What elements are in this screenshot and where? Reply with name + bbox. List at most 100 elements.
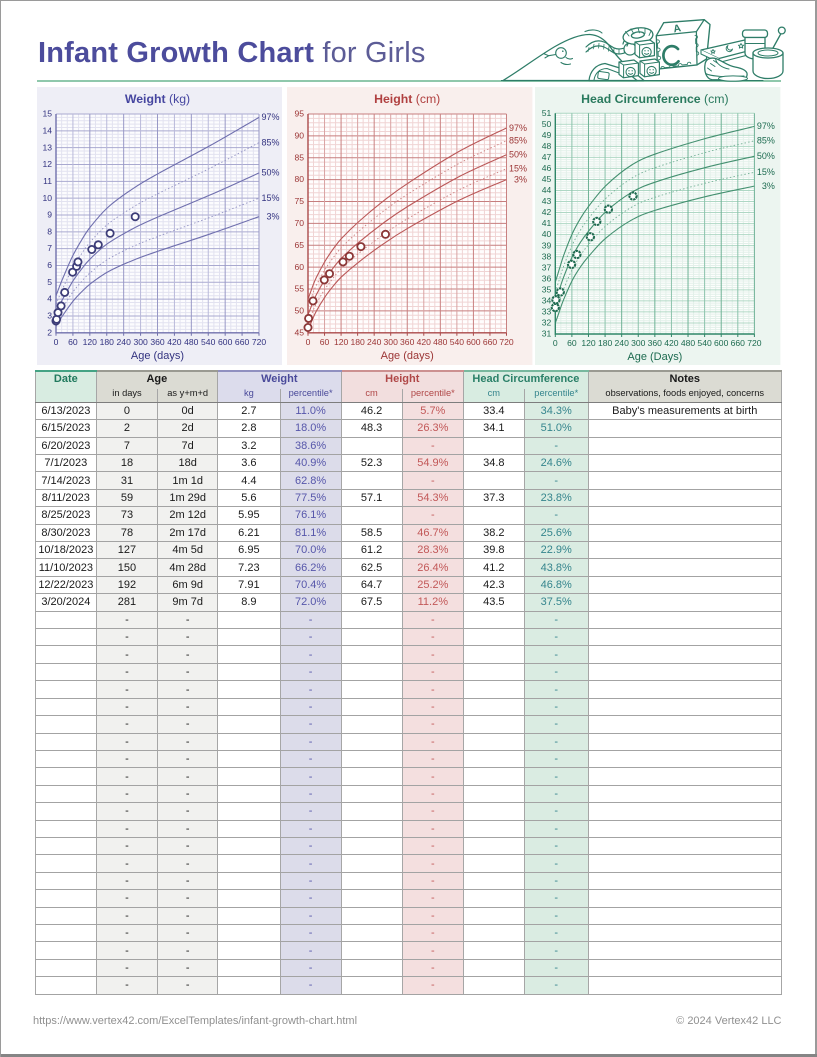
- svg-text:300: 300: [133, 337, 148, 347]
- svg-text:300: 300: [631, 338, 646, 348]
- svg-text:420: 420: [665, 338, 680, 348]
- svg-text:34: 34: [542, 295, 552, 305]
- svg-text:75: 75: [295, 196, 305, 206]
- svg-text:120: 120: [334, 337, 349, 347]
- svg-text:90: 90: [295, 131, 305, 141]
- svg-text:97%: 97%: [757, 121, 775, 131]
- svg-text:60: 60: [295, 262, 305, 272]
- svg-text:45: 45: [542, 174, 552, 184]
- svg-text:47: 47: [542, 152, 552, 162]
- svg-text:600: 600: [467, 337, 482, 347]
- svg-text:13: 13: [42, 142, 52, 152]
- svg-text:45: 45: [295, 327, 305, 337]
- svg-text:50: 50: [295, 305, 305, 315]
- svg-text:15%: 15%: [757, 167, 775, 177]
- svg-text:8: 8: [47, 226, 52, 236]
- svg-text:11: 11: [43, 176, 52, 186]
- svg-text:2: 2: [47, 327, 52, 337]
- svg-text:4: 4: [47, 294, 52, 304]
- svg-text:240: 240: [367, 337, 382, 347]
- svg-text:50%: 50%: [261, 168, 279, 178]
- svg-text:49: 49: [542, 130, 552, 140]
- svg-text:50%: 50%: [509, 150, 527, 160]
- svg-text:180: 180: [99, 337, 114, 347]
- svg-text:540: 540: [698, 338, 713, 348]
- svg-text:33: 33: [542, 306, 552, 316]
- svg-text:40: 40: [542, 229, 552, 239]
- svg-text:50: 50: [542, 119, 552, 129]
- svg-text:5: 5: [47, 277, 52, 287]
- svg-text:3%: 3%: [514, 174, 527, 184]
- svg-text:6: 6: [47, 260, 52, 270]
- svg-text:7: 7: [47, 243, 52, 253]
- svg-text:60: 60: [320, 337, 330, 347]
- svg-text:Age (Days): Age (Days): [628, 351, 683, 363]
- svg-text:41: 41: [542, 218, 552, 228]
- svg-text:Age (days): Age (days): [381, 350, 434, 362]
- svg-text:95: 95: [295, 109, 305, 119]
- svg-text:38: 38: [542, 251, 552, 261]
- svg-text:70: 70: [295, 218, 305, 228]
- svg-text:480: 480: [681, 338, 696, 348]
- svg-text:15%: 15%: [261, 193, 279, 203]
- svg-text:420: 420: [417, 337, 432, 347]
- svg-text:660: 660: [483, 337, 498, 347]
- svg-text:60: 60: [68, 337, 78, 347]
- svg-text:48: 48: [542, 141, 552, 151]
- svg-text:Height (cm): Height (cm): [374, 92, 440, 106]
- svg-text:660: 660: [234, 337, 249, 347]
- svg-text:720: 720: [748, 338, 763, 348]
- svg-text:12: 12: [42, 159, 52, 169]
- svg-text:3: 3: [47, 311, 52, 321]
- svg-text:Weight (kg): Weight (kg): [124, 92, 189, 106]
- svg-text:60: 60: [567, 338, 577, 348]
- svg-text:600: 600: [218, 337, 233, 347]
- svg-text:37: 37: [542, 262, 552, 272]
- svg-text:240: 240: [615, 338, 630, 348]
- svg-text:3%: 3%: [266, 212, 279, 222]
- svg-text:31: 31: [542, 329, 552, 339]
- svg-text:14: 14: [42, 125, 52, 135]
- svg-text:85%: 85%: [261, 137, 279, 147]
- svg-text:85%: 85%: [509, 136, 527, 146]
- svg-text:240: 240: [116, 337, 131, 347]
- svg-text:120: 120: [82, 337, 97, 347]
- svg-text:9: 9: [47, 210, 52, 220]
- svg-text:A: A: [672, 22, 682, 35]
- svg-text:55: 55: [295, 284, 305, 294]
- svg-text:85%: 85%: [757, 136, 775, 146]
- svg-text:0: 0: [306, 337, 311, 347]
- svg-text:50%: 50%: [757, 151, 775, 161]
- svg-text:15: 15: [42, 109, 52, 119]
- svg-text:540: 540: [201, 337, 216, 347]
- svg-text:480: 480: [433, 337, 448, 347]
- svg-text:51: 51: [542, 108, 552, 118]
- svg-text:720: 720: [251, 337, 266, 347]
- svg-text:44: 44: [542, 185, 552, 195]
- svg-text:360: 360: [150, 337, 165, 347]
- svg-text:480: 480: [184, 337, 199, 347]
- svg-text:360: 360: [648, 338, 663, 348]
- svg-text:360: 360: [400, 337, 415, 347]
- svg-text:46: 46: [542, 163, 552, 173]
- svg-text:720: 720: [500, 337, 515, 347]
- svg-text:600: 600: [714, 338, 729, 348]
- svg-text:35: 35: [542, 284, 552, 294]
- svg-text:180: 180: [351, 337, 366, 347]
- svg-text:65: 65: [295, 240, 305, 250]
- svg-text:3%: 3%: [762, 181, 775, 191]
- svg-text:39: 39: [542, 240, 552, 250]
- svg-text:36: 36: [542, 273, 552, 283]
- svg-text:Head Circumference (cm): Head Circumference (cm): [581, 92, 728, 106]
- svg-text:120: 120: [582, 338, 597, 348]
- svg-text:300: 300: [384, 337, 399, 347]
- svg-text:660: 660: [731, 338, 746, 348]
- svg-text:97%: 97%: [261, 112, 279, 122]
- svg-text:180: 180: [598, 338, 613, 348]
- svg-text:15%: 15%: [509, 164, 527, 174]
- svg-text:43: 43: [542, 196, 552, 206]
- svg-text:85: 85: [295, 152, 305, 162]
- svg-text:420: 420: [167, 337, 182, 347]
- svg-text:Age (days): Age (days): [130, 350, 183, 362]
- svg-text:42: 42: [542, 207, 552, 217]
